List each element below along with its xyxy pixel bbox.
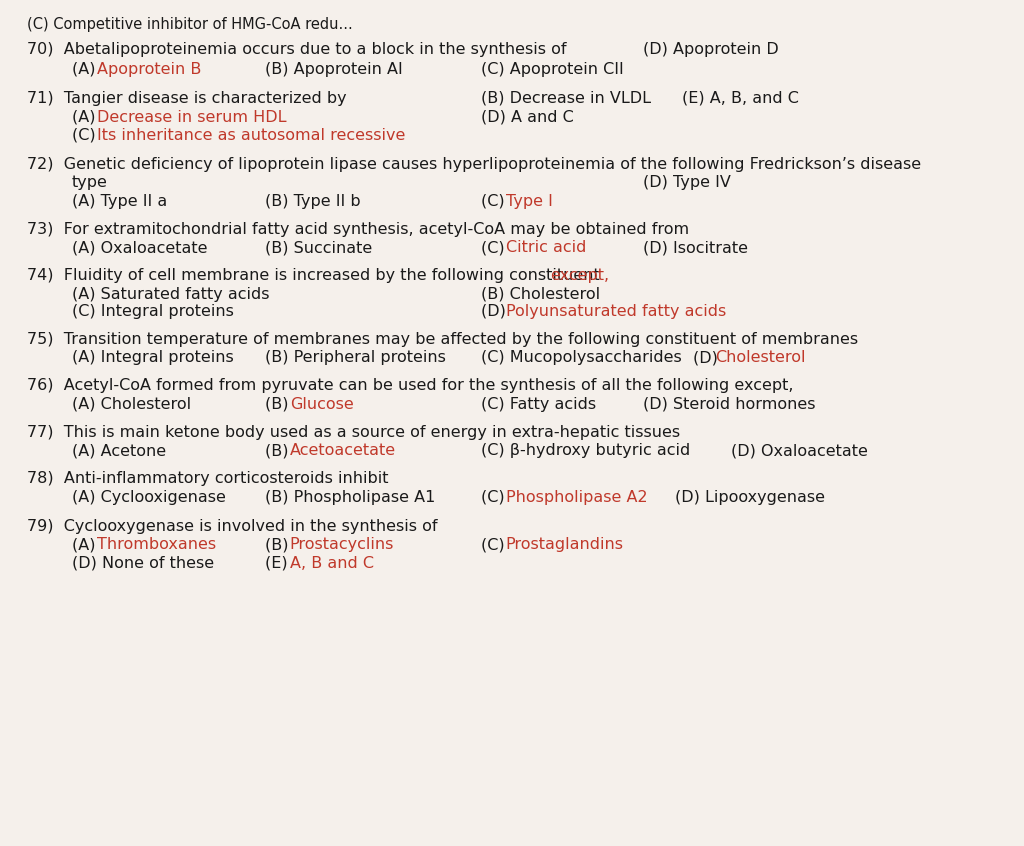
Text: (C) Competitive inhibitor of HMG-CoA redu...: (C) Competitive inhibitor of HMG-CoA red… [27, 17, 352, 32]
Text: (C) Fatty acids: (C) Fatty acids [481, 397, 596, 412]
Text: (D) Lipooxygenase: (D) Lipooxygenase [675, 490, 824, 505]
Text: (C): (C) [481, 537, 510, 552]
Text: (E): (E) [265, 556, 293, 571]
Text: (B) Apoprotein AI: (B) Apoprotein AI [265, 62, 403, 77]
Text: type: type [72, 175, 108, 190]
Text: (A) Acetone: (A) Acetone [72, 443, 166, 459]
Text: (A) Oxaloacetate: (A) Oxaloacetate [72, 240, 208, 255]
Text: Acetoacetate: Acetoacetate [290, 443, 396, 459]
Text: (B): (B) [265, 443, 294, 459]
Text: 71)  Tangier disease is characterized by: 71) Tangier disease is characterized by [27, 91, 346, 106]
Text: (D) Oxaloacetate: (D) Oxaloacetate [730, 443, 867, 459]
Text: (A) Cholesterol: (A) Cholesterol [72, 397, 191, 412]
Text: (B) Type II b: (B) Type II b [265, 194, 361, 209]
Text: (B) Phospholipase A1: (B) Phospholipase A1 [265, 490, 436, 505]
Text: (C) Mucopolysaccharides: (C) Mucopolysaccharides [481, 350, 682, 365]
Text: 78)  Anti-inflammatory corticosteroids inhibit: 78) Anti-inflammatory corticosteroids in… [27, 471, 388, 486]
Text: (D) A and C: (D) A and C [481, 110, 574, 125]
Text: Type I: Type I [506, 194, 553, 209]
Text: (C): (C) [481, 240, 510, 255]
Text: (B): (B) [265, 537, 294, 552]
Text: (A) Integral proteins: (A) Integral proteins [72, 350, 233, 365]
Text: Prostacyclins: Prostacyclins [290, 537, 394, 552]
Text: (C): (C) [72, 128, 100, 143]
Text: (D) Apoprotein D: (D) Apoprotein D [643, 42, 779, 58]
Text: except,: except, [551, 268, 609, 283]
Text: (C): (C) [481, 490, 510, 505]
Text: 73)  For extramitochondrial fatty acid synthesis, acetyl-CoA may be obtained fro: 73) For extramitochondrial fatty acid sy… [27, 222, 689, 237]
Text: (D) Isocitrate: (D) Isocitrate [643, 240, 749, 255]
Text: (B) Cholesterol: (B) Cholesterol [481, 287, 600, 302]
Text: (D) Steroid hormones: (D) Steroid hormones [643, 397, 816, 412]
Text: (A): (A) [72, 537, 100, 552]
Text: A, B and C: A, B and C [290, 556, 374, 571]
Text: 70)  Abetalipoproteinemia occurs due to a block in the synthesis of: 70) Abetalipoproteinemia occurs due to a… [27, 42, 566, 58]
Text: Decrease in serum HDL: Decrease in serum HDL [97, 110, 287, 125]
Text: Citric acid: Citric acid [506, 240, 586, 255]
Text: 72)  Genetic deficiency of lipoprotein lipase causes hyperlipoproteinemia of the: 72) Genetic deficiency of lipoprotein li… [27, 157, 922, 172]
Text: 75)  Transition temperature of membranes may be affected by the following consti: 75) Transition temperature of membranes … [27, 332, 858, 347]
Text: Its inheritance as autosomal recessive: Its inheritance as autosomal recessive [97, 128, 406, 143]
Text: 79)  Cyclooxygenase is involved in the synthesis of: 79) Cyclooxygenase is involved in the sy… [27, 519, 437, 534]
Text: Prostaglandins: Prostaglandins [506, 537, 624, 552]
Text: (A) Type II a: (A) Type II a [72, 194, 167, 209]
Text: (C) Integral proteins: (C) Integral proteins [72, 304, 233, 319]
Text: (A) Saturated fatty acids: (A) Saturated fatty acids [72, 287, 269, 302]
Text: (C) Apoprotein CII: (C) Apoprotein CII [481, 62, 624, 77]
Text: Cholesterol: Cholesterol [715, 350, 806, 365]
Text: (B): (B) [265, 397, 294, 412]
Text: Thromboxanes: Thromboxanes [97, 537, 216, 552]
Text: (E) A, B, and C: (E) A, B, and C [682, 91, 799, 106]
Text: (A) Cyclooxigenase: (A) Cyclooxigenase [72, 490, 226, 505]
Text: 74)  Fluidity of cell membrane is increased by the following constituent: 74) Fluidity of cell membrane is increas… [27, 268, 605, 283]
Text: (D): (D) [693, 350, 723, 365]
Text: Glucose: Glucose [290, 397, 353, 412]
Text: (C) β-hydroxy butyric acid: (C) β-hydroxy butyric acid [481, 443, 690, 459]
Text: (D) None of these: (D) None of these [72, 556, 214, 571]
Text: (B) Succinate: (B) Succinate [265, 240, 373, 255]
Text: Phospholipase A2: Phospholipase A2 [506, 490, 647, 505]
Text: 76)  Acetyl-CoA formed from pyruvate can be used for the synthesis of all the fo: 76) Acetyl-CoA formed from pyruvate can … [27, 378, 794, 393]
Text: Apoprotein B: Apoprotein B [97, 62, 202, 77]
Text: (D) Type IV: (D) Type IV [643, 175, 731, 190]
Text: (B) Decrease in VLDL: (B) Decrease in VLDL [481, 91, 651, 106]
Text: (B) Peripheral proteins: (B) Peripheral proteins [265, 350, 446, 365]
Text: 77)  This is main ketone body used as a source of energy in extra-hepatic tissue: 77) This is main ketone body used as a s… [27, 425, 680, 440]
Text: (C): (C) [481, 194, 510, 209]
Text: Polyunsaturated fatty acids: Polyunsaturated fatty acids [506, 304, 726, 319]
Text: (A): (A) [72, 110, 100, 125]
Text: (A): (A) [72, 62, 100, 77]
Text: (D): (D) [481, 304, 511, 319]
